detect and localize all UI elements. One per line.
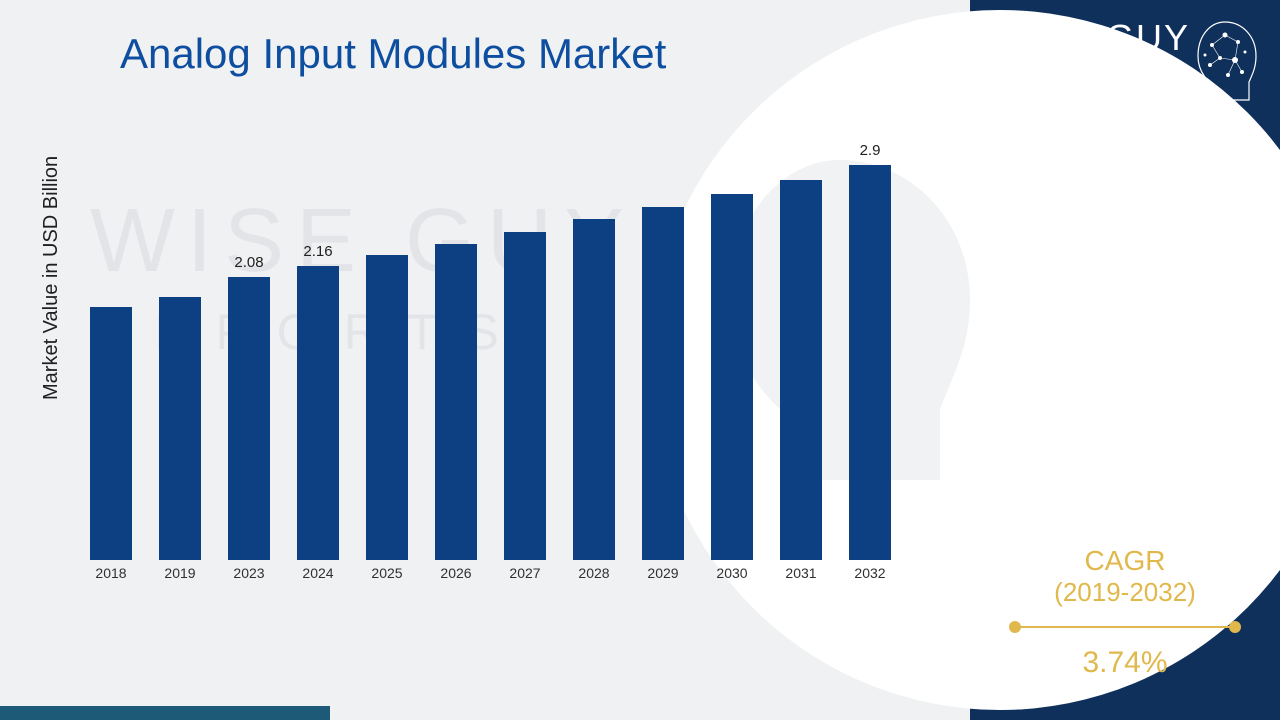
cagr-value: 3.74% bbox=[970, 646, 1280, 680]
bar bbox=[711, 194, 753, 560]
bar bbox=[504, 232, 546, 560]
x-tick-label: 2030 bbox=[702, 565, 762, 581]
bar bbox=[435, 244, 477, 560]
x-tick-label: 2024 bbox=[288, 565, 348, 581]
bar-value-label: 2.16 bbox=[288, 243, 348, 260]
cagr-dot-left bbox=[1009, 621, 1021, 633]
canvas: WISE GUY REPORTS Analog Input Modules Ma… bbox=[0, 0, 1280, 720]
y-axis-label: Market Value in USD Billion bbox=[40, 156, 63, 400]
bar bbox=[228, 277, 270, 560]
chart-title: Analog Input Modules Market bbox=[120, 30, 666, 78]
logo-head-icon bbox=[1190, 20, 1260, 110]
x-tick-label: 2027 bbox=[495, 565, 555, 581]
bar bbox=[90, 307, 132, 560]
cagr-title: CAGR bbox=[970, 545, 1280, 577]
x-tick-label: 2023 bbox=[219, 565, 279, 581]
bar bbox=[642, 207, 684, 560]
x-tick-label: 2032 bbox=[840, 565, 900, 581]
x-tick-label: 2029 bbox=[633, 565, 693, 581]
bar-value-label: 2.08 bbox=[219, 254, 279, 271]
x-tick-label: 2019 bbox=[150, 565, 210, 581]
cagr-divider bbox=[1015, 626, 1235, 628]
cagr-years: (2019-2032) bbox=[970, 577, 1280, 608]
bar bbox=[297, 266, 339, 560]
bar-value-label: 2.9 bbox=[840, 142, 900, 159]
bar bbox=[780, 180, 822, 560]
bar bbox=[849, 165, 891, 560]
bar-chart: 2.082.162.9 2018201920232024202520262027… bbox=[80, 165, 910, 585]
x-tick-label: 2028 bbox=[564, 565, 624, 581]
cagr-dot-right bbox=[1229, 621, 1241, 633]
x-tick-label: 2018 bbox=[81, 565, 141, 581]
bar bbox=[366, 255, 408, 560]
bar bbox=[159, 297, 201, 560]
x-tick-label: 2031 bbox=[771, 565, 831, 581]
cagr-block: CAGR (2019-2032) 3.74% bbox=[970, 545, 1280, 680]
x-axis-labels: 2018 2019 2023 2024 2025 2026 2027 2028 2029 2030… bbox=[80, 565, 910, 585]
brand-logo: WISE GUY R E P O R T S bbox=[990, 20, 1260, 120]
x-tick-label: 2025 bbox=[357, 565, 417, 581]
bottom-accent-bar bbox=[0, 706, 330, 720]
x-tick-label: 2026 bbox=[426, 565, 486, 581]
plot-area: 2.082.162.9 bbox=[80, 165, 910, 560]
bar bbox=[573, 219, 615, 560]
